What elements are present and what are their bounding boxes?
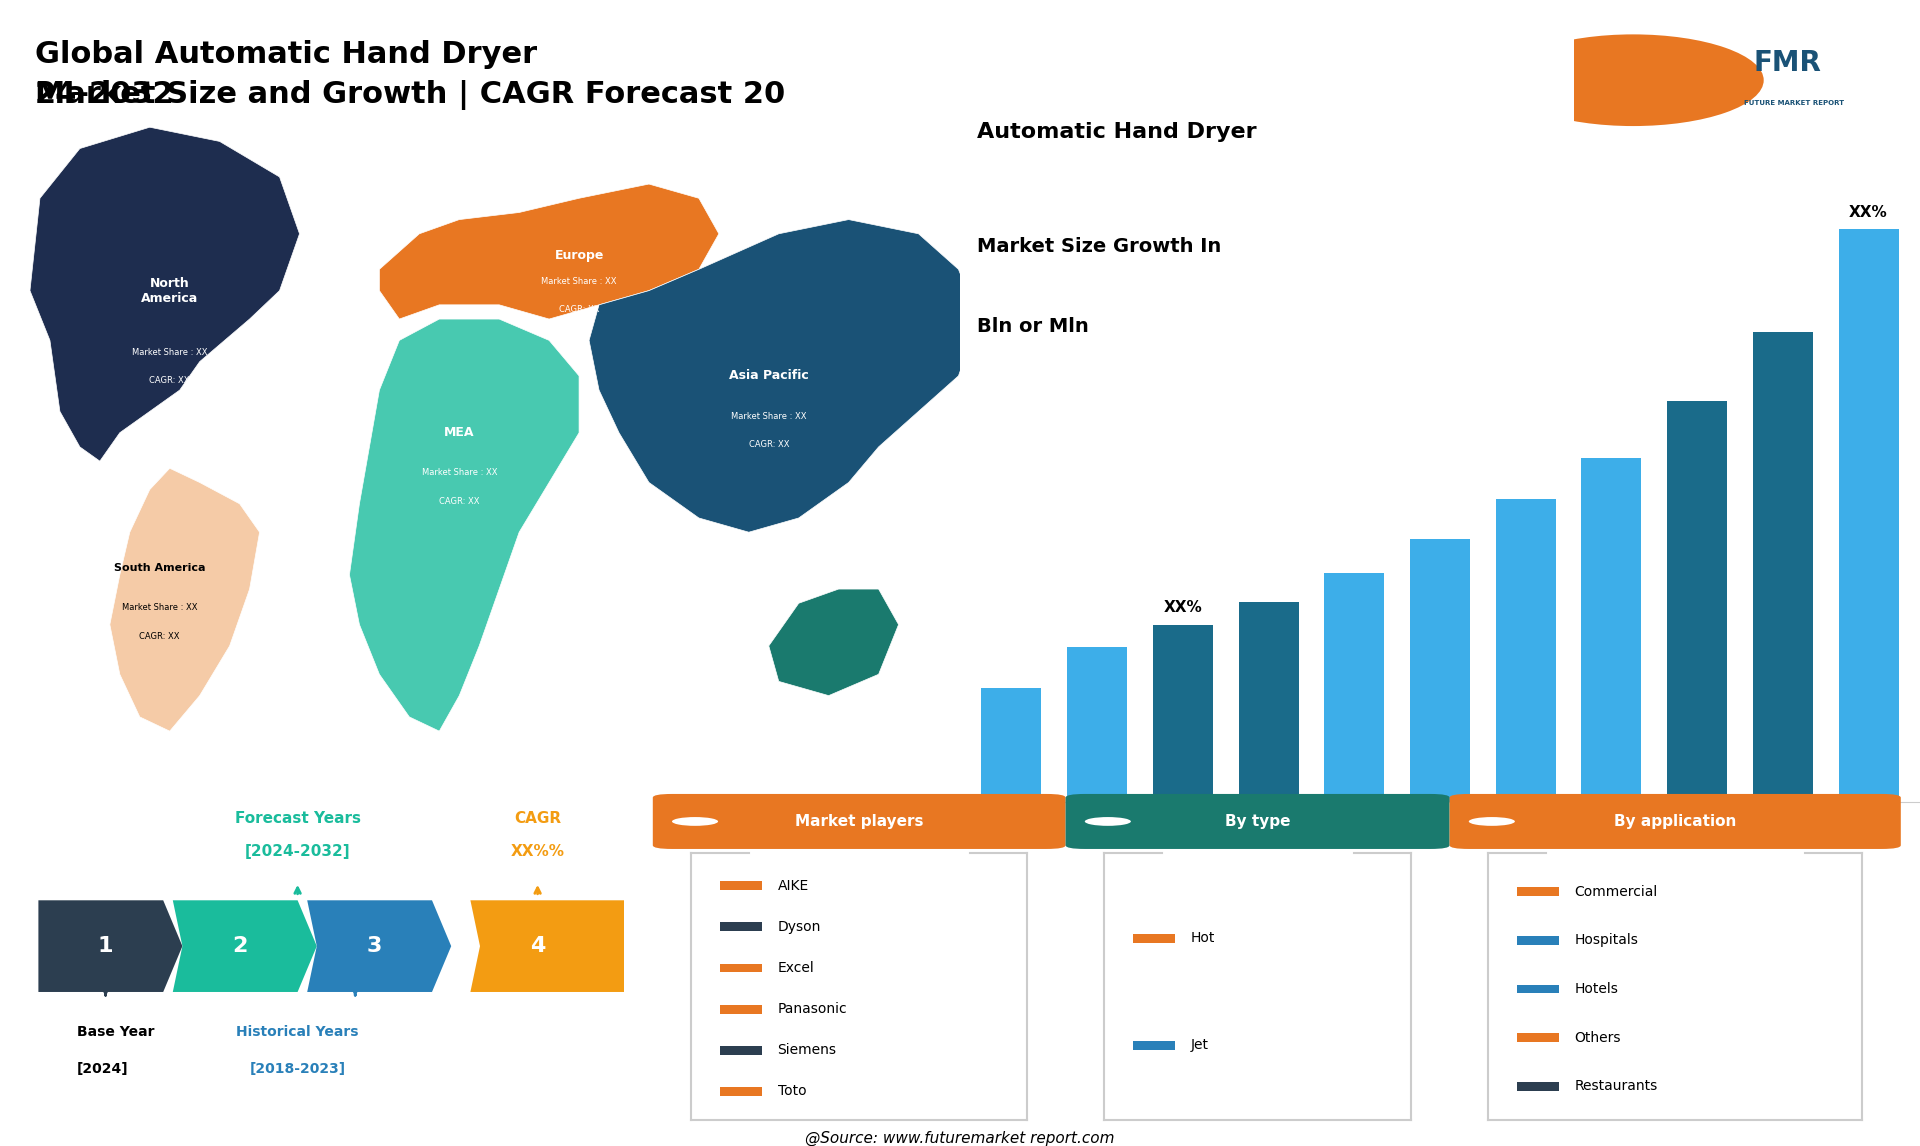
Bar (1409, 539, 1471, 802)
Text: Others: Others (1574, 1030, 1620, 1045)
Text: Europe: Europe (555, 249, 603, 261)
Text: Historical Years: Historical Years (236, 1025, 359, 1039)
FancyBboxPatch shape (1517, 936, 1559, 944)
FancyBboxPatch shape (653, 794, 1066, 849)
Text: By application: By application (1615, 814, 1736, 829)
Text: Market Share : XX: Market Share : XX (732, 411, 806, 421)
FancyBboxPatch shape (1517, 1082, 1559, 1091)
Circle shape (672, 817, 718, 826)
Text: CAGR: XX: CAGR: XX (140, 631, 180, 641)
Text: XX%: XX% (1849, 205, 1887, 220)
Text: Market Size and Growth | CAGR Forecast 20: Market Size and Growth | CAGR Forecast 2… (35, 80, 785, 110)
FancyBboxPatch shape (1517, 1034, 1559, 1042)
Text: Hotels: Hotels (1574, 982, 1619, 996)
Text: Market players: Market players (795, 814, 924, 829)
Text: Commercial: Commercial (1574, 885, 1657, 898)
Text: Bln or Mln: Bln or Mln (977, 317, 1089, 336)
Polygon shape (589, 220, 979, 532)
Text: 2: 2 (232, 936, 248, 956)
Text: XX%%: XX%% (511, 845, 564, 860)
Text: XX%: XX% (1164, 601, 1202, 615)
Text: North
America: North America (140, 276, 198, 305)
Polygon shape (31, 127, 300, 461)
FancyBboxPatch shape (720, 923, 762, 932)
Polygon shape (380, 185, 718, 319)
Text: Market Share : XX: Market Share : XX (123, 603, 198, 612)
Text: FMR: FMR (1753, 49, 1822, 77)
Text: Hot: Hot (1190, 932, 1215, 945)
Text: AIKE: AIKE (778, 879, 808, 893)
Circle shape (1085, 817, 1131, 826)
Text: CAGR: XX: CAGR: XX (559, 305, 599, 314)
Text: MEA: MEA (444, 426, 474, 439)
FancyBboxPatch shape (1517, 984, 1559, 994)
Text: Siemens: Siemens (778, 1043, 837, 1058)
Text: @Source: www.futuremarket report.com: @Source: www.futuremarket report.com (804, 1131, 1116, 1146)
Circle shape (1469, 817, 1515, 826)
Text: [2024-2032]: [2024-2032] (244, 845, 351, 860)
FancyBboxPatch shape (1133, 934, 1175, 943)
Text: Market Share : XX: Market Share : XX (541, 276, 616, 285)
Text: Forecast Years: Forecast Years (234, 811, 361, 826)
FancyBboxPatch shape (720, 881, 762, 890)
Bar (1238, 602, 1298, 802)
Text: South America: South America (113, 563, 205, 573)
Text: [2024]: [2024] (77, 1061, 129, 1076)
Text: Excel: Excel (778, 961, 814, 975)
Text: CAGR: XX: CAGR: XX (150, 376, 190, 385)
Text: Panasonic: Panasonic (778, 1002, 847, 1017)
Bar (1582, 458, 1642, 802)
Polygon shape (349, 319, 580, 731)
Polygon shape (307, 901, 451, 992)
Bar (1753, 332, 1812, 802)
Text: Market Size Growth In: Market Size Growth In (977, 237, 1221, 256)
FancyBboxPatch shape (1450, 794, 1901, 849)
Polygon shape (109, 469, 259, 731)
FancyBboxPatch shape (720, 1088, 762, 1096)
Text: 4: 4 (530, 936, 545, 956)
Text: Market Share : XX: Market Share : XX (132, 347, 207, 356)
Text: CAGR: CAGR (515, 811, 561, 826)
Text: 1: 1 (98, 936, 113, 956)
FancyBboxPatch shape (720, 964, 762, 972)
Bar (1667, 401, 1728, 802)
Polygon shape (38, 901, 182, 992)
Polygon shape (470, 901, 624, 992)
Circle shape (1503, 34, 1764, 126)
FancyBboxPatch shape (720, 1005, 762, 1013)
Text: By type: By type (1225, 814, 1290, 829)
Text: 3: 3 (367, 936, 382, 956)
FancyBboxPatch shape (1066, 794, 1450, 849)
Polygon shape (768, 589, 899, 696)
Text: Toto: Toto (778, 1084, 806, 1099)
Text: Automatic Hand Dryer: Automatic Hand Dryer (977, 121, 1258, 141)
Text: Hospitals: Hospitals (1574, 933, 1638, 948)
Bar (1839, 229, 1899, 802)
Text: CAGR: XX: CAGR: XX (749, 440, 789, 449)
Bar (1152, 625, 1213, 802)
Text: Global Automatic Hand Dryer: Global Automatic Hand Dryer (35, 40, 538, 69)
Bar (1496, 499, 1555, 802)
FancyBboxPatch shape (720, 1046, 762, 1054)
Text: Asia Pacific: Asia Pacific (730, 369, 808, 383)
Text: Market Share : XX: Market Share : XX (422, 469, 497, 478)
Bar (1325, 573, 1384, 802)
Text: Restaurants: Restaurants (1574, 1080, 1657, 1093)
Text: 24-2032: 24-2032 (35, 80, 175, 109)
Bar (981, 688, 1041, 802)
Polygon shape (173, 901, 317, 992)
Bar (1068, 647, 1127, 802)
Text: CAGR: XX: CAGR: XX (440, 496, 480, 505)
Text: Dyson: Dyson (778, 920, 822, 934)
Text: FUTURE MARKET REPORT: FUTURE MARKET REPORT (1743, 100, 1845, 107)
FancyBboxPatch shape (1133, 1041, 1175, 1050)
Text: Jet: Jet (1190, 1038, 1208, 1052)
Text: Base Year: Base Year (77, 1025, 154, 1039)
FancyBboxPatch shape (1517, 887, 1559, 896)
Text: [2018-2023]: [2018-2023] (250, 1061, 346, 1076)
